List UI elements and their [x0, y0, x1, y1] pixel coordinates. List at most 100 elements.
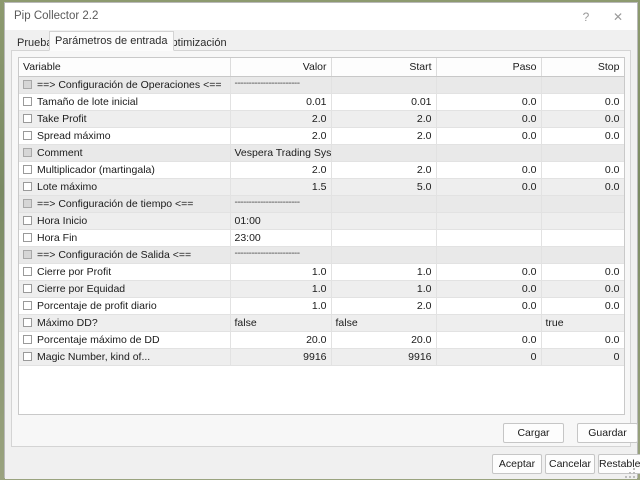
- column-header-variable[interactable]: Variable: [19, 58, 231, 77]
- tab-optimizacion[interactable]: Optimización: [157, 34, 233, 51]
- cell-paso[interactable]: 0.0: [436, 110, 542, 128]
- column-header-paso[interactable]: Paso: [436, 58, 542, 77]
- cell-stop[interactable]: [541, 76, 624, 94]
- cell-paso[interactable]: [436, 314, 542, 332]
- cell-stop[interactable]: 0.0: [541, 280, 624, 298]
- cell-paso[interactable]: 0.0: [436, 263, 542, 281]
- resize-grip-icon[interactable]: [625, 468, 635, 478]
- cell-paso[interactable]: [436, 76, 542, 94]
- row-checkbox[interactable]: [23, 96, 32, 106]
- cell-start[interactable]: 1.0: [331, 280, 437, 298]
- cell-valor[interactable]: 9916: [230, 348, 332, 366]
- cell-start[interactable]: false: [331, 314, 437, 332]
- cell-start[interactable]: 9916: [331, 348, 437, 366]
- cell-paso[interactable]: [436, 212, 542, 230]
- cell-valor[interactable]: false: [230, 314, 332, 332]
- cell-valor[interactable]: 23:00: [230, 229, 332, 247]
- cell-start[interactable]: [331, 144, 437, 162]
- cell-start[interactable]: 2.0: [331, 110, 437, 128]
- table-row[interactable]: ==> Configuración de Operaciones <== ----…: [19, 76, 624, 94]
- cell-valor[interactable]: 2.0: [230, 161, 332, 179]
- column-header-valor[interactable]: Valor: [230, 58, 332, 77]
- cell-valor[interactable]: 2.0: [230, 127, 332, 145]
- cell-start[interactable]: 2.0: [331, 297, 437, 315]
- row-checkbox[interactable]: [23, 79, 32, 89]
- cell-start[interactable]: [331, 229, 437, 247]
- cell-start[interactable]: 2.0: [331, 161, 437, 179]
- help-icon[interactable]: ?: [582, 10, 590, 24]
- cell-paso[interactable]: [436, 144, 542, 162]
- table-row[interactable]: Porcentaje de profit diario 1.0 2.0 0.0 0.0: [19, 297, 624, 315]
- row-checkbox[interactable]: [23, 266, 32, 276]
- table-row[interactable]: Hora Inicio 01:00: [19, 212, 624, 230]
- cell-valor[interactable]: 0.01: [230, 93, 332, 111]
- cell-stop[interactable]: [541, 195, 624, 213]
- cell-paso[interactable]: 0.0: [436, 161, 542, 179]
- reset-button[interactable]: Restablecer: [598, 454, 640, 474]
- cell-paso[interactable]: [436, 229, 542, 247]
- cell-stop[interactable]: [541, 212, 624, 230]
- cell-valor[interactable]: 01:00: [230, 212, 332, 230]
- row-checkbox[interactable]: [23, 351, 32, 361]
- cell-start[interactable]: 0.01: [331, 93, 437, 111]
- table-row[interactable]: Take Profit 2.0 2.0 0.0 0.0: [19, 110, 624, 128]
- row-checkbox[interactable]: [23, 317, 32, 327]
- cell-paso[interactable]: 0.0: [436, 93, 542, 111]
- cell-stop[interactable]: [541, 144, 624, 162]
- cell-start[interactable]: [331, 212, 437, 230]
- cell-paso[interactable]: [436, 195, 542, 213]
- tab-parametros-de-entrada[interactable]: Parámetros de entrada: [49, 31, 174, 51]
- table-row[interactable]: Spread máximo 2.0 2.0 0.0 0.0: [19, 127, 624, 145]
- cell-valor[interactable]: -----------------------: [230, 246, 332, 264]
- cell-valor[interactable]: -----------------------: [230, 76, 332, 94]
- cell-stop[interactable]: 0.0: [541, 93, 624, 111]
- cell-stop[interactable]: true: [541, 314, 624, 332]
- row-checkbox[interactable]: [23, 130, 32, 140]
- cell-start[interactable]: [331, 195, 437, 213]
- table-row[interactable]: Tamaño de lote inicial 0.01 0.01 0.0 0.0: [19, 93, 624, 111]
- cell-stop[interactable]: 0.0: [541, 161, 624, 179]
- row-checkbox[interactable]: [23, 198, 32, 208]
- cancel-button[interactable]: Cancelar: [545, 454, 595, 474]
- cell-valor[interactable]: Vespera Trading Systems: [230, 144, 332, 162]
- cell-start[interactable]: 1.0: [331, 263, 437, 281]
- table-row[interactable]: ==> Configuración de Salida <== ---------…: [19, 246, 624, 264]
- table-row[interactable]: ==> Configuración de tiempo <== ---------…: [19, 195, 624, 213]
- row-checkbox[interactable]: [23, 147, 32, 157]
- table-row[interactable]: Porcentaje máximo de DD 20.0 20.0 0.0 0.0: [19, 331, 624, 349]
- cell-paso[interactable]: 0.0: [436, 127, 542, 145]
- cell-start[interactable]: 2.0: [331, 127, 437, 145]
- cell-valor[interactable]: 1.0: [230, 263, 332, 281]
- cell-stop[interactable]: 0.0: [541, 331, 624, 349]
- row-checkbox[interactable]: [23, 215, 32, 225]
- column-header-start[interactable]: Start: [331, 58, 437, 77]
- cell-stop[interactable]: 0.0: [541, 297, 624, 315]
- row-checkbox[interactable]: [23, 232, 32, 242]
- cell-start[interactable]: 20.0: [331, 331, 437, 349]
- table-row[interactable]: Comment Vespera Trading Systems: [19, 144, 624, 162]
- cell-stop[interactable]: 0: [541, 348, 624, 366]
- table-row[interactable]: Máximo DD? false false true: [19, 314, 624, 332]
- table-row[interactable]: Multiplicador (martingala) 2.0 2.0 0.0 0.0: [19, 161, 624, 179]
- table-row[interactable]: Cierre por Equidad 1.0 1.0 0.0 0.0: [19, 280, 624, 298]
- cell-stop[interactable]: [541, 229, 624, 247]
- cell-paso[interactable]: 0.0: [436, 280, 542, 298]
- load-button[interactable]: Cargar: [503, 423, 564, 443]
- table-row[interactable]: Cierre por Profit 1.0 1.0 0.0 0.0: [19, 263, 624, 281]
- row-checkbox[interactable]: [23, 300, 32, 310]
- row-checkbox[interactable]: [23, 334, 32, 344]
- accept-button[interactable]: Aceptar: [492, 454, 542, 474]
- cell-paso[interactable]: 0.0: [436, 297, 542, 315]
- cell-start[interactable]: 5.0: [331, 178, 437, 196]
- cell-paso[interactable]: 0.0: [436, 178, 542, 196]
- table-row[interactable]: Hora Fin 23:00: [19, 229, 624, 247]
- cell-start[interactable]: [331, 246, 437, 264]
- cell-paso[interactable]: 0.0: [436, 331, 542, 349]
- cell-start[interactable]: [331, 76, 437, 94]
- row-checkbox[interactable]: [23, 164, 32, 174]
- cell-stop[interactable]: 0.0: [541, 127, 624, 145]
- cell-valor[interactable]: 1.0: [230, 297, 332, 315]
- row-checkbox[interactable]: [23, 249, 32, 259]
- cell-paso[interactable]: 0: [436, 348, 542, 366]
- cell-valor[interactable]: 2.0: [230, 110, 332, 128]
